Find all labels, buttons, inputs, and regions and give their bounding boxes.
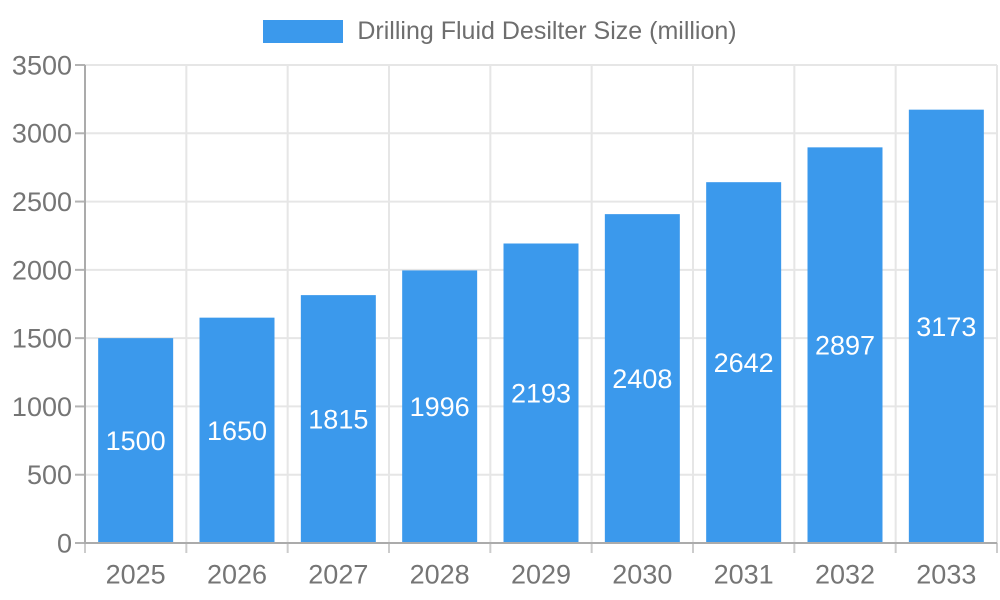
x-axis-tick-label: 2026	[207, 559, 267, 589]
bar-value-label: 2897	[815, 331, 875, 361]
y-axis-tick-label: 2500	[12, 187, 72, 217]
y-axis-tick-label: 0	[57, 528, 72, 558]
y-axis-tick-label: 500	[27, 460, 72, 490]
bar-value-label: 2193	[511, 379, 571, 409]
bar-value-label: 1815	[308, 405, 368, 435]
bar-2027[interactable]	[300, 295, 376, 543]
x-axis-tick-label: 2030	[612, 559, 672, 589]
y-axis-tick-label: 3000	[12, 119, 72, 149]
bar-value-label: 1996	[410, 392, 470, 422]
bar-value-label: 2642	[714, 348, 774, 378]
bar-2028[interactable]	[402, 270, 478, 543]
y-axis-tick-label: 3500	[12, 50, 72, 80]
x-axis-tick-label: 2027	[308, 559, 368, 589]
x-axis-tick-label: 2031	[714, 559, 774, 589]
y-axis-tick-label: 1500	[12, 324, 72, 354]
y-axis-tick-label: 2000	[12, 255, 72, 285]
x-axis-tick-label: 2029	[511, 559, 571, 589]
chart-legend[interactable]: Drilling Fluid Desilter Size (million)	[0, 19, 1000, 44]
y-axis-tick-label: 1000	[12, 392, 72, 422]
bar-2026[interactable]	[199, 317, 275, 543]
bar-2030[interactable]	[604, 214, 680, 544]
x-axis-tick-label: 2033	[916, 559, 976, 589]
bar-value-label: 1500	[106, 426, 166, 456]
bar-value-label: 1650	[207, 416, 267, 446]
bar-value-label: 3173	[916, 312, 976, 342]
bar-2031[interactable]	[706, 182, 782, 543]
bar-2033[interactable]	[908, 109, 984, 543]
x-axis-tick-label: 2025	[106, 559, 166, 589]
x-axis-tick-label: 2032	[815, 559, 875, 589]
x-axis-tick-label: 2028	[410, 559, 470, 589]
legend-series-label: Drilling Fluid Desilter Size (million)	[357, 17, 737, 45]
bar-2032[interactable]	[807, 147, 883, 543]
bar-2025[interactable]	[98, 338, 174, 543]
bar-2029[interactable]	[503, 243, 579, 544]
legend-marker-swatch	[263, 20, 344, 43]
bar-value-label: 2408	[612, 364, 672, 394]
